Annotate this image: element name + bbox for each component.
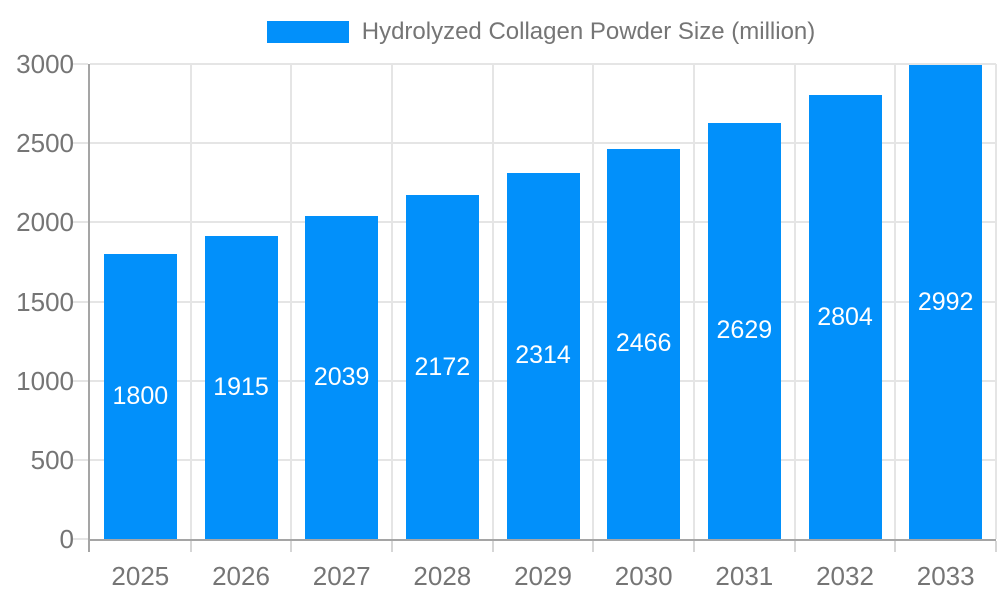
x-tick: [391, 541, 393, 552]
bar-value-label: 1800: [112, 382, 169, 410]
bar: 1915: [204, 235, 278, 539]
y-tick: [72, 63, 88, 65]
x-tick-label: 2028: [413, 561, 472, 591]
x-tick: [290, 541, 293, 552]
bar-value-label: 2039: [313, 363, 370, 392]
v-gridline: [693, 64, 695, 539]
legend-swatch: [266, 21, 349, 43]
y-tick-label: 2500: [16, 128, 74, 159]
y-tick-label: 0: [59, 524, 74, 554]
y-tick-label: 2000: [16, 207, 74, 238]
y-tick: [72, 142, 88, 145]
x-tick: [491, 541, 494, 552]
v-gridline: [391, 64, 393, 539]
x-tick-label: 2033: [916, 561, 975, 591]
y-tick: [72, 458, 88, 461]
bar: 1800: [103, 254, 177, 539]
plot-area: 0 500 1000 1500 2000 2500 3000 1800 2025 1915 2026…: [16, 51, 997, 589]
x-tick-label: 2032: [816, 561, 874, 591]
x-tick-label: 2025: [111, 561, 170, 591]
bar-value-label: 2466: [615, 329, 672, 358]
v-gridline: [592, 64, 595, 539]
bar: 2314: [506, 172, 580, 539]
y-tick: [72, 538, 88, 540]
bar-value-label: 2172: [414, 352, 471, 381]
y-tick: [72, 221, 88, 224]
y-axis-extension: [88, 541, 90, 552]
x-tick: [592, 541, 595, 552]
bar-value-label: 2629: [716, 316, 773, 345]
y-tick-label: 500: [30, 444, 74, 475]
bar-value-label: 2314: [515, 341, 571, 370]
x-tick-label: 2026: [212, 561, 270, 591]
h-gridline: [90, 142, 996, 145]
x-tick-label: 2030: [614, 561, 673, 591]
x-tick: [793, 541, 796, 552]
legend-label: Hydrolyzed Collagen Powder Size (million…: [361, 18, 816, 45]
bar: 2466: [607, 148, 681, 539]
x-tick-label: 2027: [312, 561, 371, 591]
bar: 2039: [305, 216, 379, 539]
v-gridline: [793, 64, 796, 539]
bar-value-label: 2804: [817, 302, 873, 331]
y-tick-label: 1000: [16, 365, 74, 396]
v-gridline: [894, 64, 897, 539]
bar: 2804: [808, 95, 882, 539]
bar: 2992: [909, 65, 983, 539]
y-tick-label: 3000: [16, 49, 74, 79]
legend: Hydrolyzed Collagen Powder Size (million…: [88, 18, 994, 46]
bar: 2172: [405, 195, 479, 539]
bar: 2629: [707, 122, 781, 539]
x-tick: [189, 541, 192, 552]
bar-value-label: 2992: [917, 287, 974, 316]
v-gridline: [491, 64, 494, 539]
x-tick: [894, 541, 897, 552]
h-gridline: [90, 63, 996, 65]
x-tick: [693, 541, 695, 552]
y-tick-label: 1500: [16, 286, 74, 317]
v-gridline: [995, 64, 997, 539]
x-tick: [995, 541, 997, 552]
x-tick-label: 2031: [715, 561, 774, 591]
y-tick: [72, 379, 88, 382]
v-gridline: [189, 64, 192, 539]
bar-value-label: 1915: [213, 372, 269, 401]
y-tick: [72, 300, 88, 303]
v-gridline: [290, 64, 293, 539]
x-tick-label: 2029: [514, 561, 572, 591]
